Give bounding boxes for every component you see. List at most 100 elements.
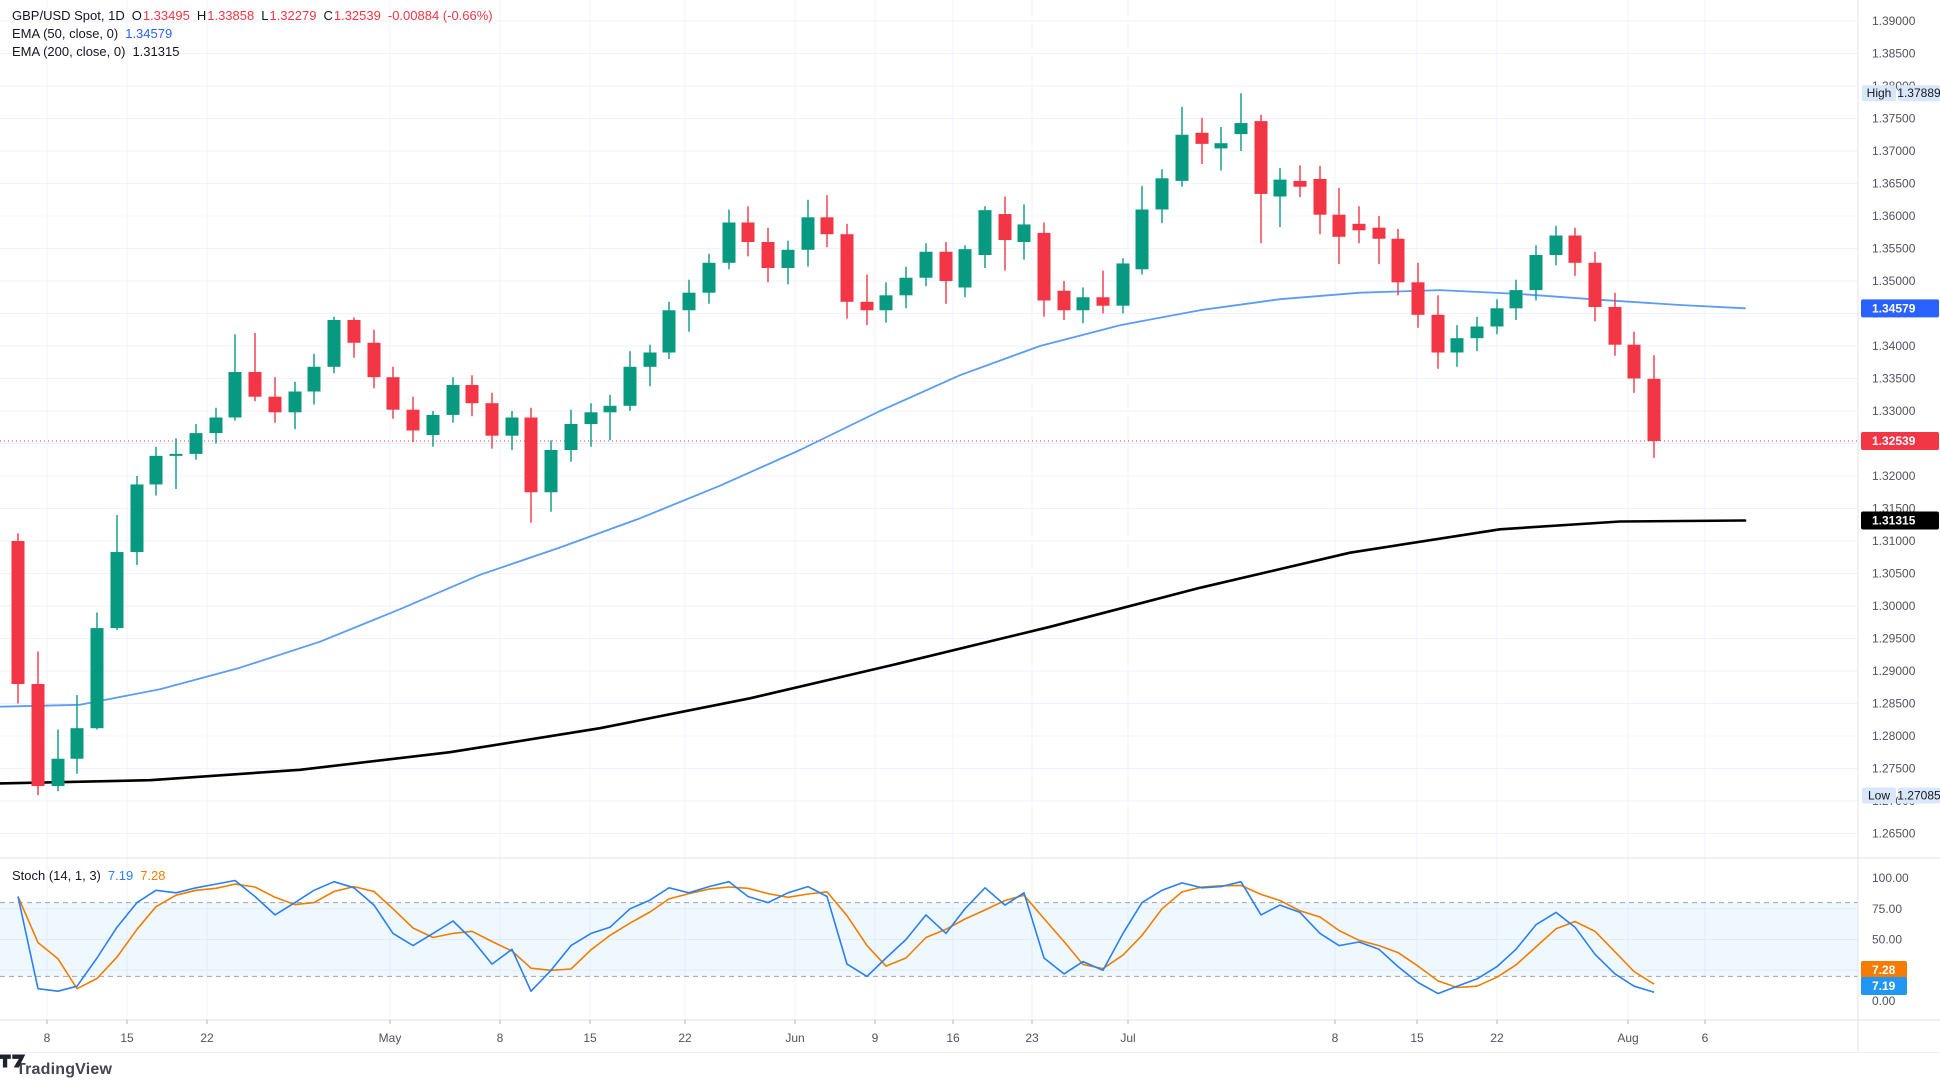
candle-body — [149, 455, 163, 485]
svg-text:1.34000: 1.34000 — [1872, 339, 1916, 353]
candle-body — [1352, 223, 1366, 231]
stoch-d-line — [17, 883, 1655, 990]
candle-body — [722, 222, 736, 263]
candle-body — [682, 292, 696, 311]
stoch-k-badge: 7.19 — [1861, 977, 1907, 995]
candle-body — [1509, 290, 1523, 309]
candle-body — [446, 385, 460, 415]
candle-body — [505, 417, 519, 436]
candle-body — [781, 249, 795, 268]
candle-body — [1293, 180, 1307, 187]
candle-body — [1273, 179, 1287, 197]
svg-text:1.29000: 1.29000 — [1872, 664, 1916, 678]
candle-body — [1627, 344, 1641, 379]
candle-body — [1096, 297, 1110, 306]
candle-body — [1529, 255, 1543, 291]
ema200-legend-row[interactable]: EMA (200, close, 0) 1.31315 — [12, 44, 179, 60]
candle-body — [347, 320, 361, 343]
svg-text:22: 22 — [678, 1031, 692, 1045]
svg-text:75.00: 75.00 — [1872, 902, 1902, 916]
candle-body — [1490, 308, 1504, 327]
candle-body — [11, 541, 25, 684]
candle-body — [1313, 178, 1327, 215]
candle-body — [840, 234, 854, 302]
svg-text:15: 15 — [1410, 1031, 1424, 1045]
candle-body — [465, 385, 479, 404]
candle-body — [1057, 290, 1071, 311]
candle-body — [702, 262, 716, 293]
candle-body — [1608, 307, 1622, 345]
ema50-line — [0, 289, 1746, 708]
candle-body — [978, 210, 992, 255]
svg-text:8: 8 — [497, 1031, 504, 1045]
stoch-d-badge: 7.28 — [1861, 961, 1907, 979]
change-value: -0.00884 (-0.66%) — [387, 8, 493, 23]
ohlc-open: O 1.33495 — [131, 8, 190, 23]
svg-text:1.30000: 1.30000 — [1872, 599, 1916, 613]
symbol-legend-row[interactable]: GBP/USD Spot, 1D O 1.33495 H 1.33858 L 1.32… — [12, 8, 493, 24]
axis-badges: High 1.37889 Low 1.27085 1.34579 1.32539 1.313… — [1861, 85, 1940, 995]
candle-body — [51, 758, 65, 787]
candle-body — [1017, 224, 1031, 242]
tradingview-logo-icon — [0, 1054, 26, 1068]
svg-text:1.32539: 1.32539 — [1872, 434, 1916, 448]
candle-body — [1076, 297, 1090, 311]
candle-body — [209, 417, 223, 434]
svg-text:Jun: Jun — [785, 1031, 804, 1045]
price-axis[interactable]: 1.390001.385001.380001.375001.370001.365… — [1872, 14, 1916, 1008]
candle-body — [406, 409, 420, 431]
candle-body — [1411, 282, 1425, 315]
svg-text:High: High — [1867, 86, 1892, 100]
svg-text:1.31315: 1.31315 — [1872, 514, 1916, 528]
svg-text:Aug: Aug — [1617, 1031, 1638, 1045]
svg-text:50.00: 50.00 — [1872, 933, 1902, 947]
candle-body — [1588, 262, 1602, 307]
candle-body — [643, 352, 657, 367]
ema200-label: EMA (200, close, 0) — [12, 44, 126, 59]
ema50-label: EMA (50, close, 0) — [12, 26, 119, 41]
time-axis[interactable]: 8 15 22 May 8 15 22 Jun 9 16 23 Jul 8 15 22 Aug 6 — [44, 1020, 1709, 1045]
candle-body — [939, 251, 953, 281]
candle-body — [1470, 326, 1484, 339]
svg-text:8: 8 — [1332, 1031, 1339, 1045]
svg-text:23: 23 — [1025, 1031, 1039, 1045]
candlestick-series — [11, 93, 1661, 796]
stoch-k-line — [17, 879, 1655, 995]
ema200-badge: 1.31315 — [1861, 511, 1939, 530]
candle-body — [1155, 178, 1169, 210]
svg-text:6: 6 — [1702, 1031, 1709, 1045]
candle-body — [1431, 314, 1445, 353]
svg-text:7.28: 7.28 — [1872, 963, 1896, 977]
candle-body — [367, 342, 381, 378]
ema50-legend-row[interactable]: EMA (50, close, 0) 1.34579 — [12, 26, 172, 42]
stoch-band — [0, 902, 1858, 977]
svg-text:15: 15 — [583, 1031, 597, 1045]
candle-body — [899, 277, 913, 296]
svg-text:9: 9 — [872, 1031, 879, 1045]
candle-body — [958, 249, 972, 288]
svg-text:22: 22 — [1490, 1031, 1504, 1045]
stoch-legend-row[interactable]: Stoch (14, 1, 3) 7.19 7.28 — [12, 868, 166, 884]
ema50-badge: 1.34579 — [1861, 299, 1939, 318]
svg-text:1.29500: 1.29500 — [1872, 632, 1916, 646]
stoch-k-value: 7.19 — [107, 868, 134, 883]
ohlc-close: C 1.32539 — [323, 8, 381, 23]
candle-body — [761, 242, 775, 268]
candle-body — [130, 484, 144, 553]
candle-body — [426, 414, 440, 436]
tradingview-logo-text: TradingView — [16, 1060, 113, 1078]
candle-body — [1195, 132, 1209, 144]
high-badge: High 1.37889 — [1862, 85, 1940, 102]
candle-body — [1234, 123, 1248, 135]
tradingview-logo-link[interactable]: TradingView — [0, 1054, 113, 1079]
candle-body — [386, 377, 400, 410]
candle-body — [70, 728, 84, 759]
candle-body — [524, 417, 538, 493]
svg-text:Jul: Jul — [1120, 1031, 1135, 1045]
candle-body — [544, 450, 558, 493]
ema50-value: 1.34579 — [125, 26, 173, 41]
candle-body — [1116, 263, 1130, 306]
svg-text:1.35000: 1.35000 — [1872, 274, 1916, 288]
candle-body — [584, 412, 598, 424]
